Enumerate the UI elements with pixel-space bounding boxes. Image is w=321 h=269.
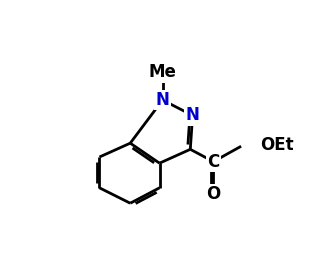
Text: Me: Me	[149, 63, 177, 81]
Text: N: N	[156, 91, 169, 109]
Text: C: C	[207, 153, 220, 171]
Text: O: O	[206, 185, 221, 203]
Text: N: N	[186, 107, 200, 125]
Text: OEt: OEt	[260, 136, 294, 154]
